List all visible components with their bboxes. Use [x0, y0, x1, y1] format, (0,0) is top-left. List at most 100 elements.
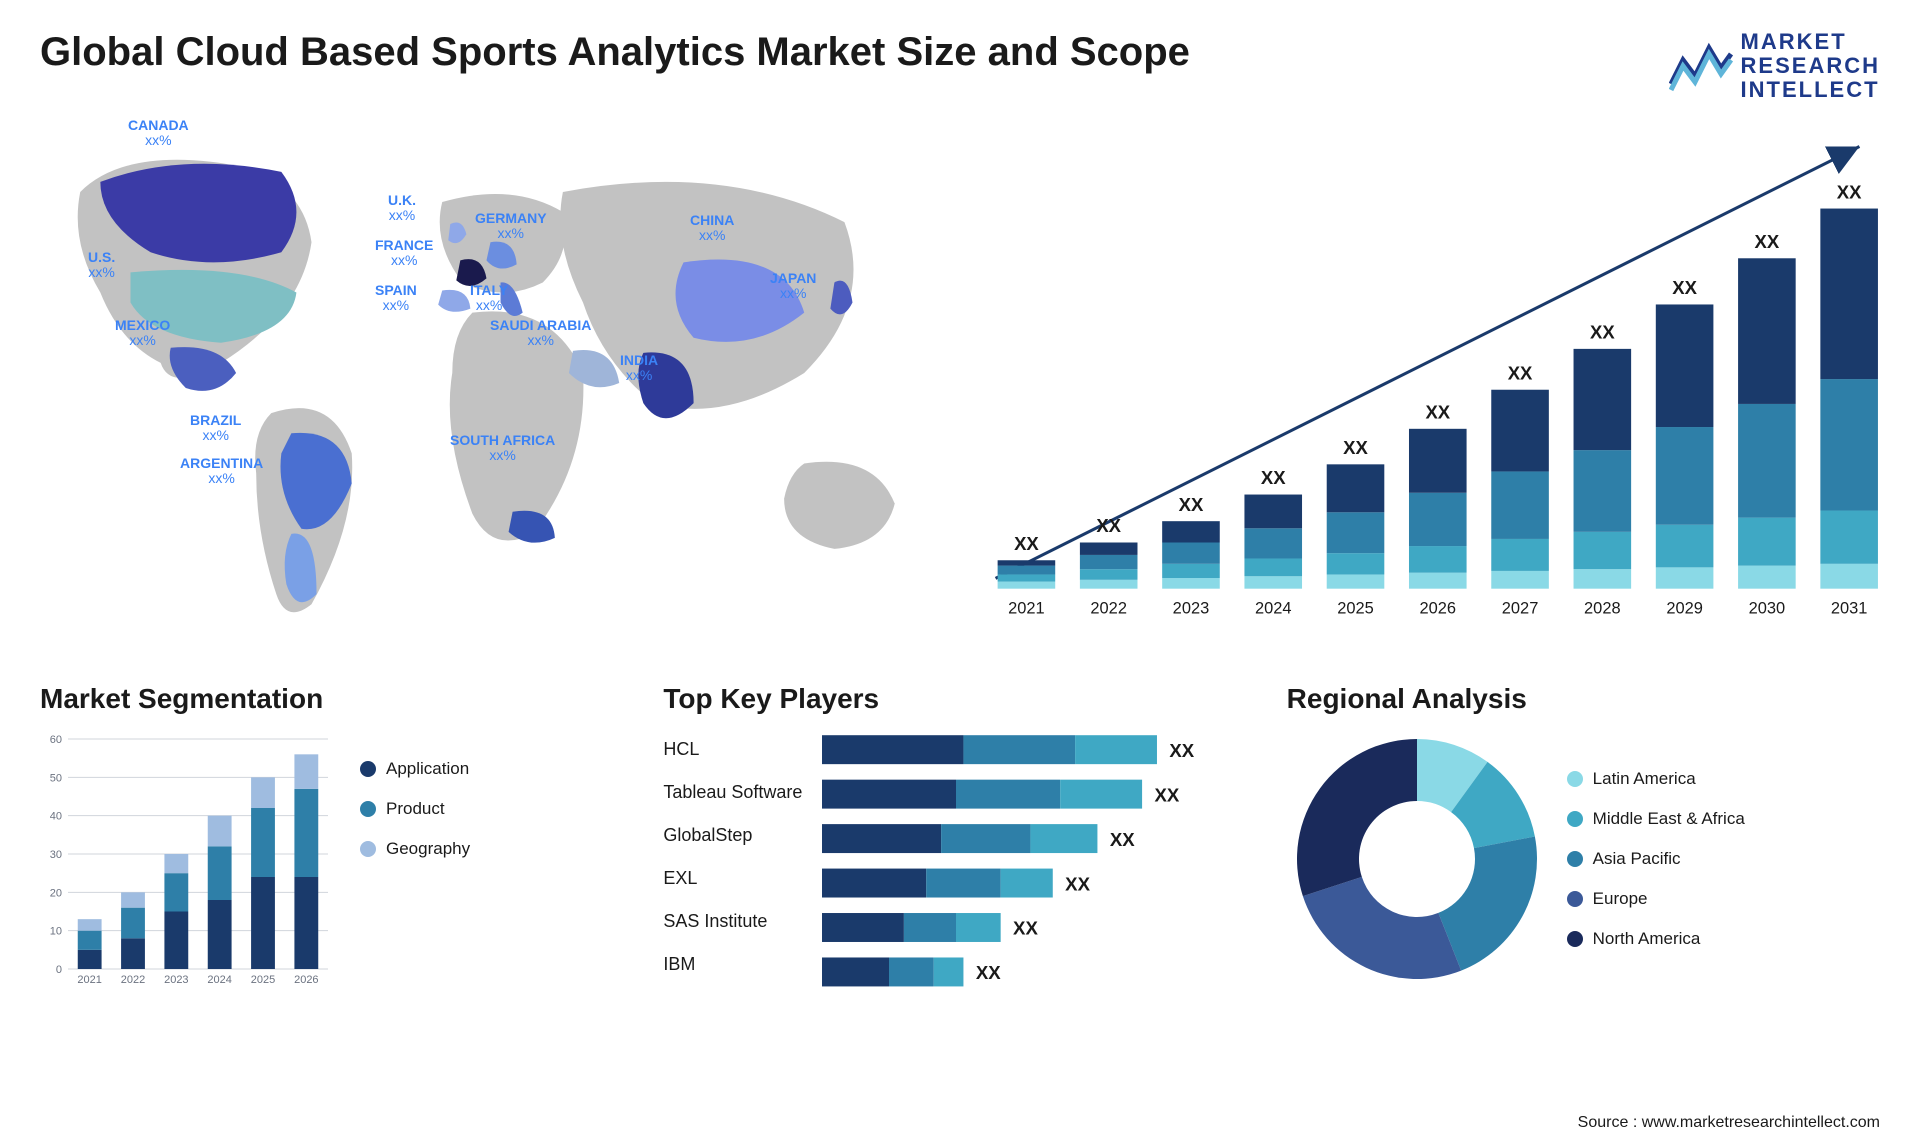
svg-text:2027: 2027: [1502, 599, 1539, 617]
map-label: MEXICOxx%: [115, 318, 170, 349]
svg-text:0: 0: [56, 964, 62, 976]
svg-text:2026: 2026: [294, 974, 318, 986]
player-name: IBM: [663, 950, 802, 978]
svg-text:XX: XX: [1014, 533, 1039, 554]
regional-wrap: Latin America Middle East & Africa Asia Pa…: [1287, 729, 1880, 989]
map-label: GERMANYxx%: [475, 211, 547, 242]
legend-item: North America: [1567, 929, 1745, 949]
logo-text: MARKET RESEARCH INTELLECT: [1741, 30, 1880, 103]
legend-dot-icon: [360, 761, 376, 777]
player-name: GlobalStep: [663, 821, 802, 849]
svg-text:XX: XX: [1155, 784, 1180, 805]
legend-dot-icon: [360, 841, 376, 857]
svg-text:XX: XX: [1343, 437, 1368, 458]
svg-text:2025: 2025: [1337, 599, 1374, 617]
legend-item: Application: [360, 759, 470, 779]
players-chart: XX XX XX XX XX XX: [822, 729, 1256, 1008]
world-map-panel: CANADAxx% U.S.xx% MEXICOxx% BRAZILxx% ARGENT…: [40, 113, 945, 653]
legend-item: Latin America: [1567, 769, 1745, 789]
svg-text:2021: 2021: [77, 974, 101, 986]
map-label: CHINAxx%: [690, 213, 734, 244]
legend-item: Product: [360, 799, 470, 819]
svg-text:XX: XX: [976, 962, 1001, 983]
map-label: FRANCExx%: [375, 238, 433, 269]
svg-text:2029: 2029: [1666, 599, 1703, 617]
svg-text:20: 20: [50, 887, 62, 899]
player-name: SAS Institute: [663, 907, 802, 935]
svg-text:2023: 2023: [164, 974, 188, 986]
player-name: Tableau Software: [663, 778, 802, 806]
svg-text:2022: 2022: [1090, 599, 1127, 617]
map-label: ARGENTINAxx%: [180, 456, 263, 487]
brand-logo: MARKET RESEARCH INTELLECT: [1669, 30, 1880, 103]
svg-text:XX: XX: [1261, 467, 1286, 488]
svg-text:2031: 2031: [1831, 599, 1868, 617]
svg-text:50: 50: [50, 772, 62, 784]
legend-item: Asia Pacific: [1567, 849, 1745, 869]
svg-text:30: 30: [50, 849, 62, 861]
svg-text:10: 10: [50, 925, 62, 937]
players-names: HCLTableau SoftwareGlobalStepEXLSAS Inst…: [663, 729, 802, 1008]
svg-text:2026: 2026: [1419, 599, 1456, 617]
legend-item: Middle East & Africa: [1567, 809, 1745, 829]
svg-text:XX: XX: [1066, 873, 1091, 894]
map-label: BRAZILxx%: [190, 413, 241, 444]
svg-text:2024: 2024: [1255, 599, 1292, 617]
segmentation-title: Market Segmentation: [40, 683, 633, 715]
header: Global Cloud Based Sports Analytics Mark…: [40, 30, 1880, 103]
legend-dot-icon: [1567, 931, 1583, 947]
svg-text:XX: XX: [1096, 515, 1121, 536]
legend-dot-icon: [1567, 891, 1583, 907]
regional-title: Regional Analysis: [1287, 683, 1880, 715]
svg-text:2022: 2022: [121, 974, 145, 986]
legend-dot-icon: [1567, 811, 1583, 827]
svg-text:2023: 2023: [1173, 599, 1210, 617]
map-label: ITALYxx%: [470, 283, 508, 314]
svg-text:XX: XX: [1590, 321, 1615, 342]
segmentation-chart: 0 10 20 30 40 50 60 2021 2022 2023 2024 2025 2026: [40, 729, 340, 989]
svg-text:XX: XX: [1672, 277, 1697, 298]
segmentation-legend: Application Product Geography: [360, 729, 470, 859]
regional-legend: Latin America Middle East & Africa Asia Pa…: [1567, 769, 1745, 949]
legend-dot-icon: [1567, 771, 1583, 787]
svg-text:2025: 2025: [251, 974, 275, 986]
map-label: SAUDI ARABIAxx%: [490, 318, 591, 349]
player-name: HCL: [663, 735, 802, 763]
svg-text:2024: 2024: [207, 974, 231, 986]
svg-text:2021: 2021: [1008, 599, 1045, 617]
legend-dot-icon: [1567, 851, 1583, 867]
svg-text:XX: XX: [1110, 828, 1135, 849]
svg-text:XX: XX: [1508, 362, 1533, 383]
players-wrap: HCLTableau SoftwareGlobalStepEXLSAS Inst…: [663, 729, 1256, 1008]
svg-text:XX: XX: [1837, 181, 1862, 202]
legend-dot-icon: [360, 801, 376, 817]
segmentation-section: Market Segmentation 0 10 20 30 40 50 60 2021 202…: [40, 683, 633, 1008]
map-label: U.S.xx%: [88, 250, 115, 281]
map-label: CANADAxx%: [128, 118, 189, 149]
players-section: Top Key Players HCL Tableau Software Globa…: [663, 683, 1256, 1008]
players-title: Top Key Players: [663, 683, 1256, 715]
svg-text:2028: 2028: [1584, 599, 1621, 617]
svg-text:2030: 2030: [1749, 599, 1786, 617]
legend-item: Geography: [360, 839, 470, 859]
svg-text:XX: XX: [1013, 917, 1038, 938]
svg-text:XX: XX: [1755, 231, 1780, 252]
svg-text:XX: XX: [1179, 493, 1204, 514]
svg-text:XX: XX: [1170, 739, 1195, 760]
segmentation-wrap: 0 10 20 30 40 50 60 2021 2022 2023 2024 2025 2026 Ap…: [40, 729, 633, 989]
logo-icon: [1669, 40, 1733, 92]
map-label: SOUTH AFRICAxx%: [450, 433, 555, 464]
lower-row: Market Segmentation 0 10 20 30 40 50 60 2021 202…: [40, 683, 1880, 1008]
source-text: Source : www.marketresearchintellect.com: [1578, 1114, 1880, 1132]
map-label: U.K.xx%: [388, 193, 416, 224]
map-label: JAPANxx%: [770, 271, 816, 302]
svg-text:40: 40: [50, 810, 62, 822]
regional-donut: [1287, 729, 1547, 989]
map-label: SPAINxx%: [375, 283, 417, 314]
legend-item: Europe: [1567, 889, 1745, 909]
svg-text:XX: XX: [1425, 401, 1450, 422]
svg-text:60: 60: [50, 734, 62, 746]
regional-section: Regional Analysis Latin America Middle Ea…: [1287, 683, 1880, 1008]
world-map: [40, 113, 945, 653]
map-label: INDIAxx%: [620, 353, 658, 384]
